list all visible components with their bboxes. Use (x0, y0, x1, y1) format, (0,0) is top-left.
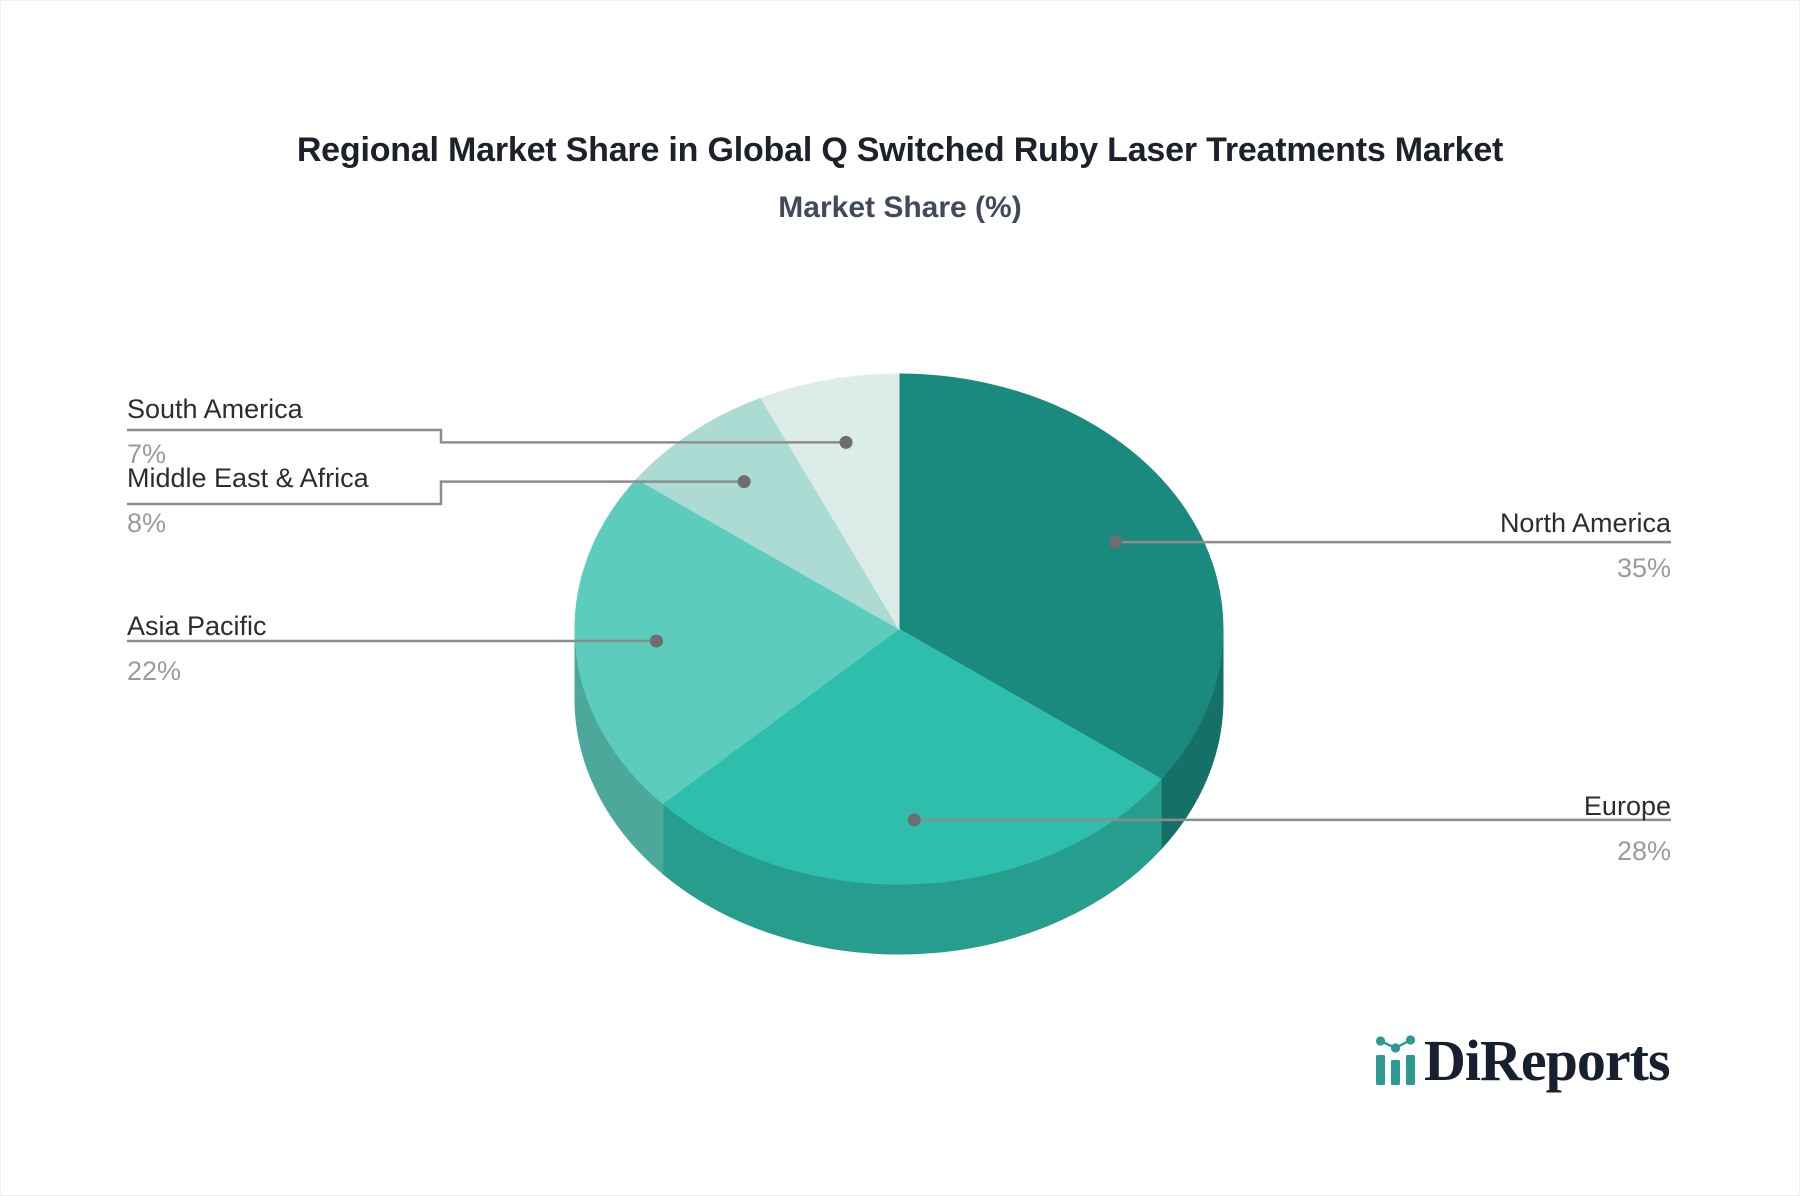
logo-dot (1405, 1035, 1416, 1045)
direports-logo-icon (1375, 1035, 1416, 1085)
callout-label-europe: Europe (1583, 791, 1671, 821)
callout-value-north-america: 35% (1616, 553, 1671, 583)
callout-asia-pacific: Asia Pacific 22% (127, 611, 267, 687)
logo-dot (1390, 1043, 1401, 1053)
callout-label-middle-east-africa: Middle East & Africa (127, 463, 369, 493)
logo-bar (1406, 1055, 1415, 1085)
leader-dot-asia-pacific (649, 634, 663, 648)
callout-value-south-america: 7% (127, 439, 167, 469)
pie-slices (574, 373, 1224, 885)
callout-label-north-america: North America (1499, 508, 1671, 538)
callout-label-asia-pacific: Asia Pacific (127, 611, 267, 641)
callout-value-middle-east-africa: 8% (127, 508, 167, 538)
callout-value-asia-pacific: 22% (127, 656, 182, 686)
pie-slice-north-america[interactable] (898, 373, 1224, 780)
leader-dot-south-america (839, 435, 853, 449)
callout-leader-lines (127, 428, 1671, 827)
callout-north-america: North America 35% (1500, 508, 1671, 584)
pie-slice-asia-pacific[interactable] (574, 478, 900, 805)
direports-logo-text: DiReports (1424, 1028, 1671, 1093)
leader-dot-europe (907, 813, 921, 827)
pie-slice-south-america[interactable] (760, 373, 900, 631)
logo-bar (1376, 1055, 1385, 1085)
leader-line-middle-east-africa (127, 480, 745, 506)
leader-dot-north-america (1109, 535, 1123, 549)
chart-subtitle: Market Share (%) (778, 191, 1022, 224)
leader-line-south-america (127, 428, 846, 444)
logo-bar (1391, 1060, 1400, 1085)
callout-label-south-america: South America (127, 394, 303, 424)
direports-logo: DiReports (1374, 1028, 1671, 1093)
callout-value-europe: 28% (1616, 836, 1671, 866)
callout-europe: Europe 28% (1584, 791, 1671, 867)
callout-middle-east-africa: Middle East & Africa 8% (127, 463, 369, 539)
chart-title: Regional Market Share in Global Q Switch… (296, 131, 1504, 169)
logo-dot (1375, 1036, 1386, 1046)
leader-dot-middle-east-africa (737, 475, 751, 489)
callout-south-america: South America 7% (127, 394, 303, 470)
pie-slice-middle-east-africa[interactable] (636, 397, 901, 631)
